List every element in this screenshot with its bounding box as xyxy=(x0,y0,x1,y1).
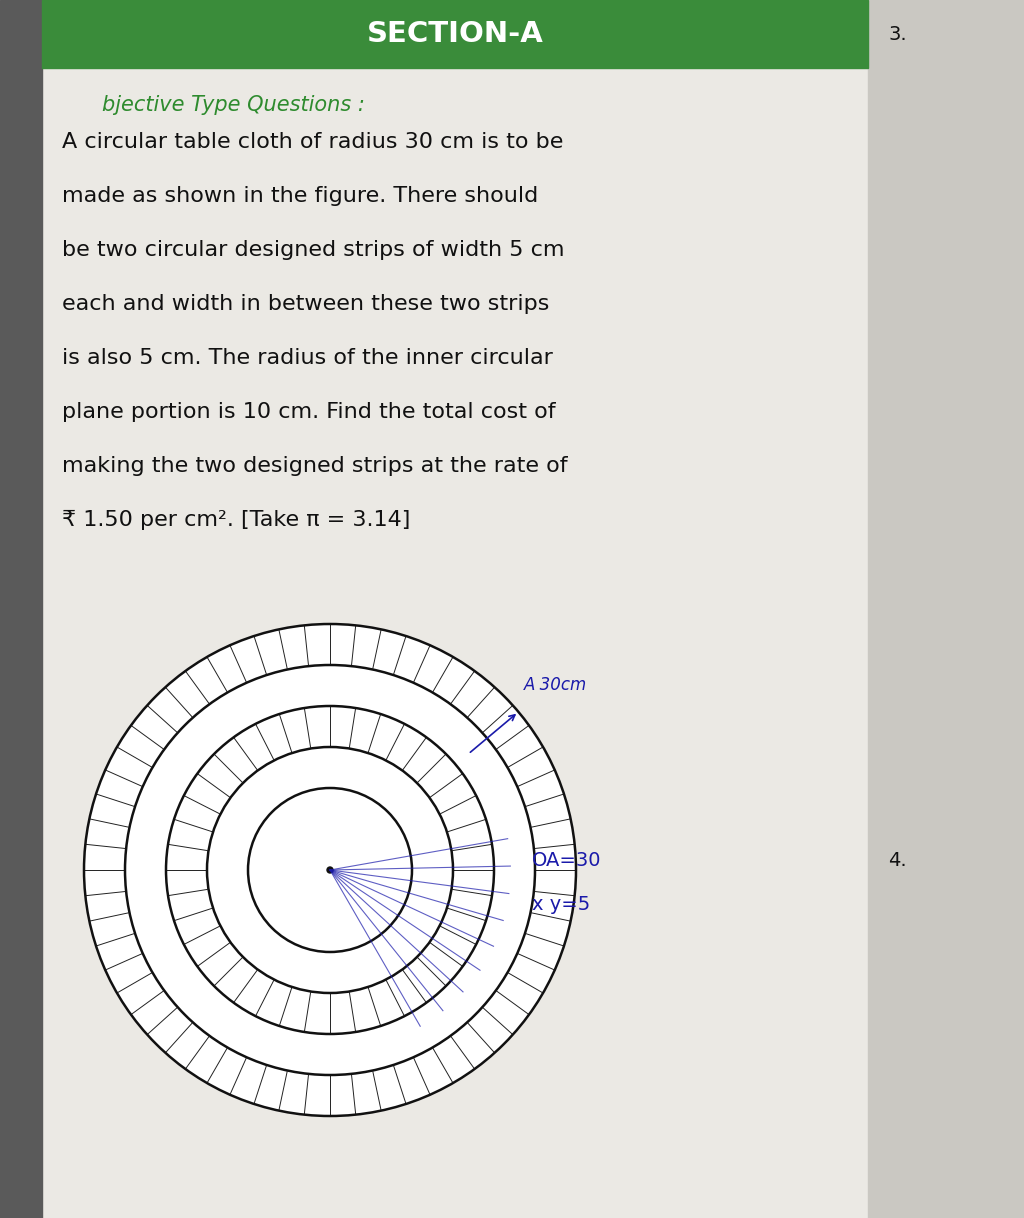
Text: is also 5 cm. The radius of the inner circular: is also 5 cm. The radius of the inner ci… xyxy=(62,348,553,368)
Text: 3.: 3. xyxy=(888,24,906,44)
Text: making the two designed strips at the rate of: making the two designed strips at the ra… xyxy=(62,456,567,476)
Text: bjective Type Questions :: bjective Type Questions : xyxy=(102,95,365,114)
Text: OA=30: OA=30 xyxy=(531,850,601,870)
Text: ₹ 1.50 per cm². [Take π = 3.14]: ₹ 1.50 per cm². [Take π = 3.14] xyxy=(62,510,411,530)
Circle shape xyxy=(207,747,453,993)
Circle shape xyxy=(125,665,535,1075)
Text: SECTION-A: SECTION-A xyxy=(367,19,544,48)
Text: made as shown in the figure. There should: made as shown in the figure. There shoul… xyxy=(62,186,539,206)
Text: x y=5: x y=5 xyxy=(531,895,590,915)
Bar xyxy=(42,0,868,68)
Bar xyxy=(868,0,1024,1218)
Text: A 30cm: A 30cm xyxy=(523,676,587,694)
Bar xyxy=(0,0,42,1218)
Text: be two circular designed strips of width 5 cm: be two circular designed strips of width… xyxy=(62,240,564,259)
Circle shape xyxy=(327,867,333,873)
Text: 4.: 4. xyxy=(888,850,906,870)
Circle shape xyxy=(84,624,575,1116)
Text: plane portion is 10 cm. Find the total cost of: plane portion is 10 cm. Find the total c… xyxy=(62,402,556,421)
Text: each and width in between these two strips: each and width in between these two stri… xyxy=(62,294,549,314)
Text: A circular table cloth of radius 30 cm is to be: A circular table cloth of radius 30 cm i… xyxy=(62,132,563,152)
